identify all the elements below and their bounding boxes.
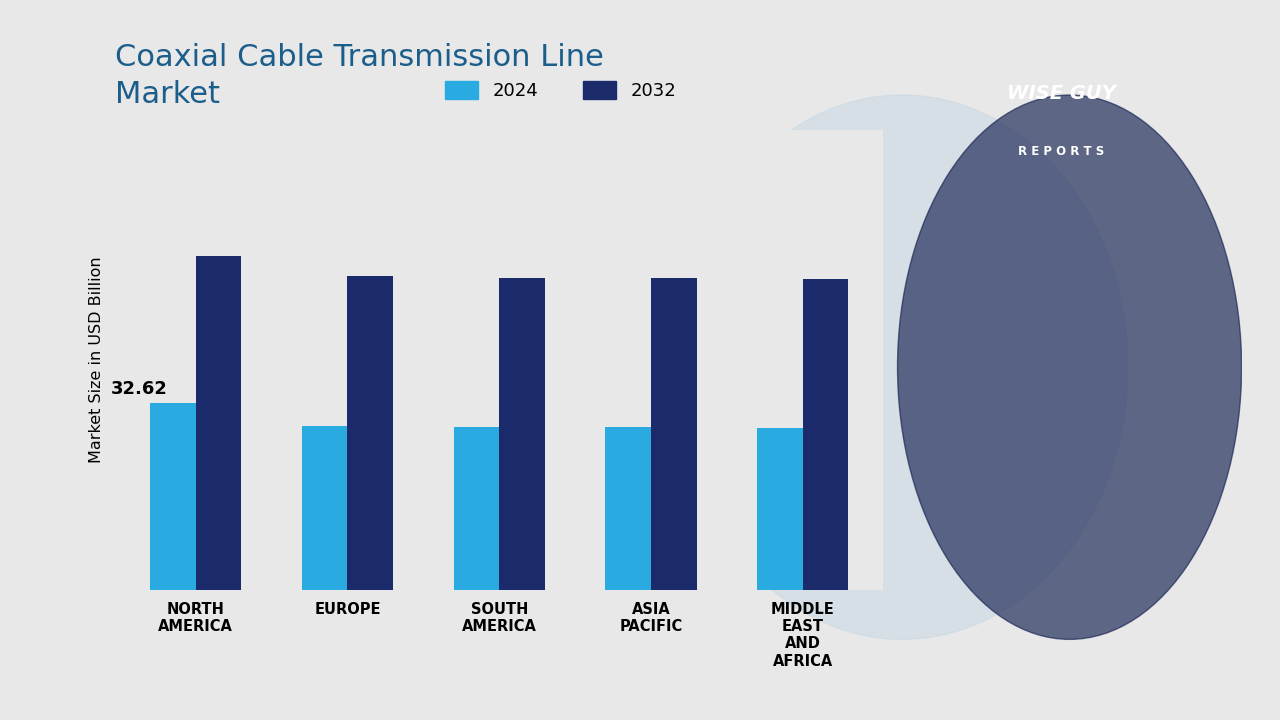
Bar: [302, 426, 347, 590]
Bar: [652, 278, 696, 590]
Y-axis label: Market Size in USD Billion: Market Size in USD Billion: [90, 257, 104, 463]
Bar: [499, 278, 545, 590]
Bar: [605, 427, 652, 590]
Text: Coaxial Cable Transmission Line
Market: Coaxial Cable Transmission Line Market: [115, 43, 604, 109]
Circle shape: [897, 95, 1242, 639]
Text: 32.62: 32.62: [111, 380, 168, 398]
Text: WISE GUY: WISE GUY: [1006, 84, 1116, 103]
Bar: [803, 279, 849, 590]
Bar: [196, 256, 241, 590]
Bar: [758, 428, 803, 590]
Bar: [347, 276, 393, 590]
Text: R E P O R T S: R E P O R T S: [1018, 145, 1105, 158]
Circle shape: [676, 95, 1128, 639]
Legend: 2024, 2032: 2024, 2032: [438, 74, 684, 107]
Bar: [453, 428, 499, 590]
Bar: [150, 402, 196, 590]
